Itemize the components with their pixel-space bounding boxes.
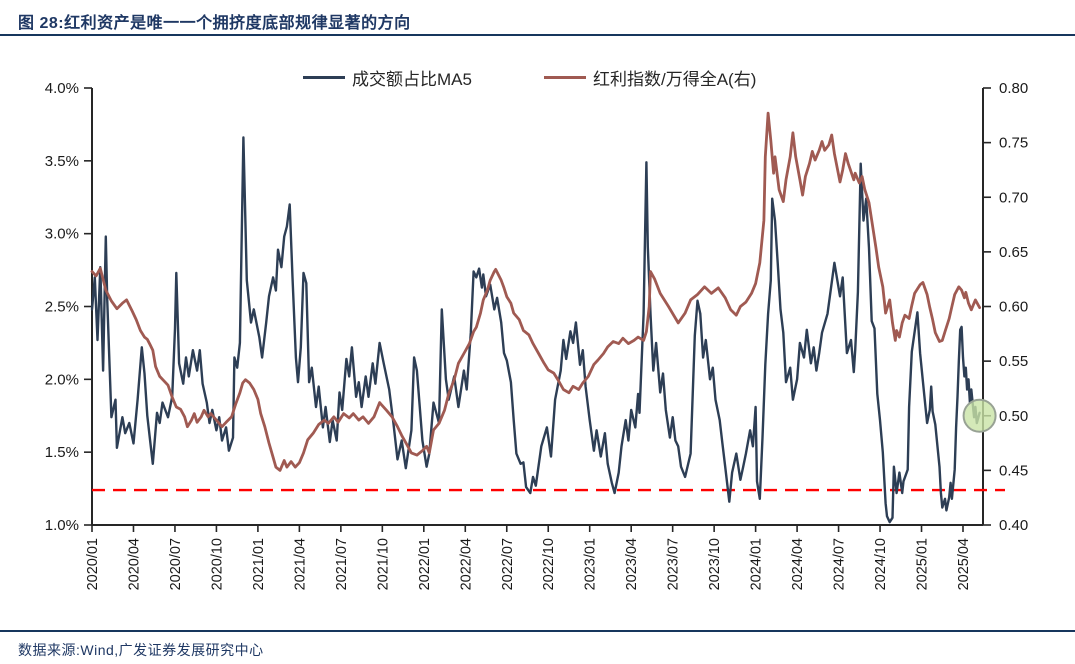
- x-axis-tick-label: 2025/04: [956, 538, 972, 590]
- x-axis-tick-label: 2022/07: [500, 538, 516, 590]
- latest-point-highlight-circle: [962, 398, 997, 433]
- figure-header: 图 28:红利资产是唯一一个拥挤度底部规律显著的方向: [0, 0, 1075, 36]
- legend-label-dividend-ratio: 红利指数/万得全A(右): [593, 69, 757, 89]
- x-axis-tick-label: 2020/07: [168, 538, 184, 590]
- chart-legend: 成交额占比MA5 红利指数/万得全A(右): [0, 66, 1075, 89]
- left-axis-tick-label: 1.0%: [45, 517, 79, 534]
- left-axis-tick-label: 2.5%: [45, 299, 79, 316]
- x-axis-tick-label: 2023/07: [666, 538, 682, 590]
- x-axis-tick-label: 2021/07: [334, 538, 350, 590]
- x-axis-tick-label: 2023/10: [707, 538, 723, 590]
- right-axis-tick-label: 0.45: [999, 462, 1028, 479]
- right-axis-tick-label: 0.40: [999, 517, 1028, 534]
- data-source-note: 数据来源:Wind,广发证券发展研究中心: [18, 642, 264, 658]
- x-axis-tick-label: 2021/04: [292, 538, 308, 590]
- left-axis-tick-label: 2.0%: [45, 371, 79, 388]
- turnover-series-swatch-icon: [303, 75, 345, 79]
- left-axis-tick-label: 3.5%: [45, 153, 79, 170]
- x-axis-tick-label: 2024/04: [790, 538, 806, 590]
- x-axis-tick-label: 2021/10: [375, 538, 391, 590]
- right-axis-tick-label: 0.60: [999, 299, 1028, 316]
- x-axis-tick-label: 2025/01: [915, 538, 931, 590]
- x-axis-tick-label: 2022/10: [541, 538, 557, 590]
- turnover-share-ma5-line: [90, 136, 981, 524]
- figure-title: 图 28:红利资产是唯一一个拥挤度底部规律显著的方向: [18, 15, 411, 32]
- left-axis-tick-label: 4.0%: [45, 80, 79, 97]
- right-axis-tick-label: 0.70: [999, 189, 1028, 206]
- x-axis-tick-label: 2022/04: [458, 538, 474, 590]
- x-axis-tick-label: 2020/01: [85, 538, 101, 590]
- right-axis-tick-label: 0.65: [999, 244, 1028, 261]
- x-axis-tick-label: 2020/10: [209, 538, 225, 590]
- left-axis-tick-label: 3.0%: [45, 226, 79, 243]
- right-axis-tick-label: 0.55: [999, 353, 1028, 370]
- dividend-series-swatch-icon: [544, 75, 586, 79]
- right-axis-tick-label: 0.50: [999, 408, 1028, 425]
- x-axis-tick-label: 2024/10: [873, 538, 889, 590]
- x-axis-tick-label: 2020/04: [126, 538, 142, 590]
- left-axis-tick-label: 1.5%: [45, 444, 79, 461]
- legend-item-turnover-share: 成交额占比MA5: [303, 66, 472, 89]
- x-axis-tick-label: 2023/01: [583, 538, 599, 590]
- x-axis-tick-label: 2022/01: [417, 538, 433, 590]
- x-axis-tick-label: 2024/07: [832, 538, 848, 590]
- x-axis-tick-label: 2021/01: [251, 538, 267, 590]
- figure-footer: 数据来源:Wind,广发证券发展研究中心: [0, 630, 1075, 664]
- legend-item-dividend-ratio: 红利指数/万得全A(右): [544, 66, 757, 89]
- right-axis-tick-label: 0.75: [999, 135, 1028, 152]
- right-axis-tick-label: 0.80: [999, 80, 1028, 97]
- x-axis-tick-label: 2024/01: [749, 538, 765, 590]
- dividend-index-ratio-line: [90, 111, 981, 472]
- x-axis-tick-label: 2023/04: [624, 538, 640, 590]
- legend-label-turnover-share: 成交额占比MA5: [352, 69, 472, 89]
